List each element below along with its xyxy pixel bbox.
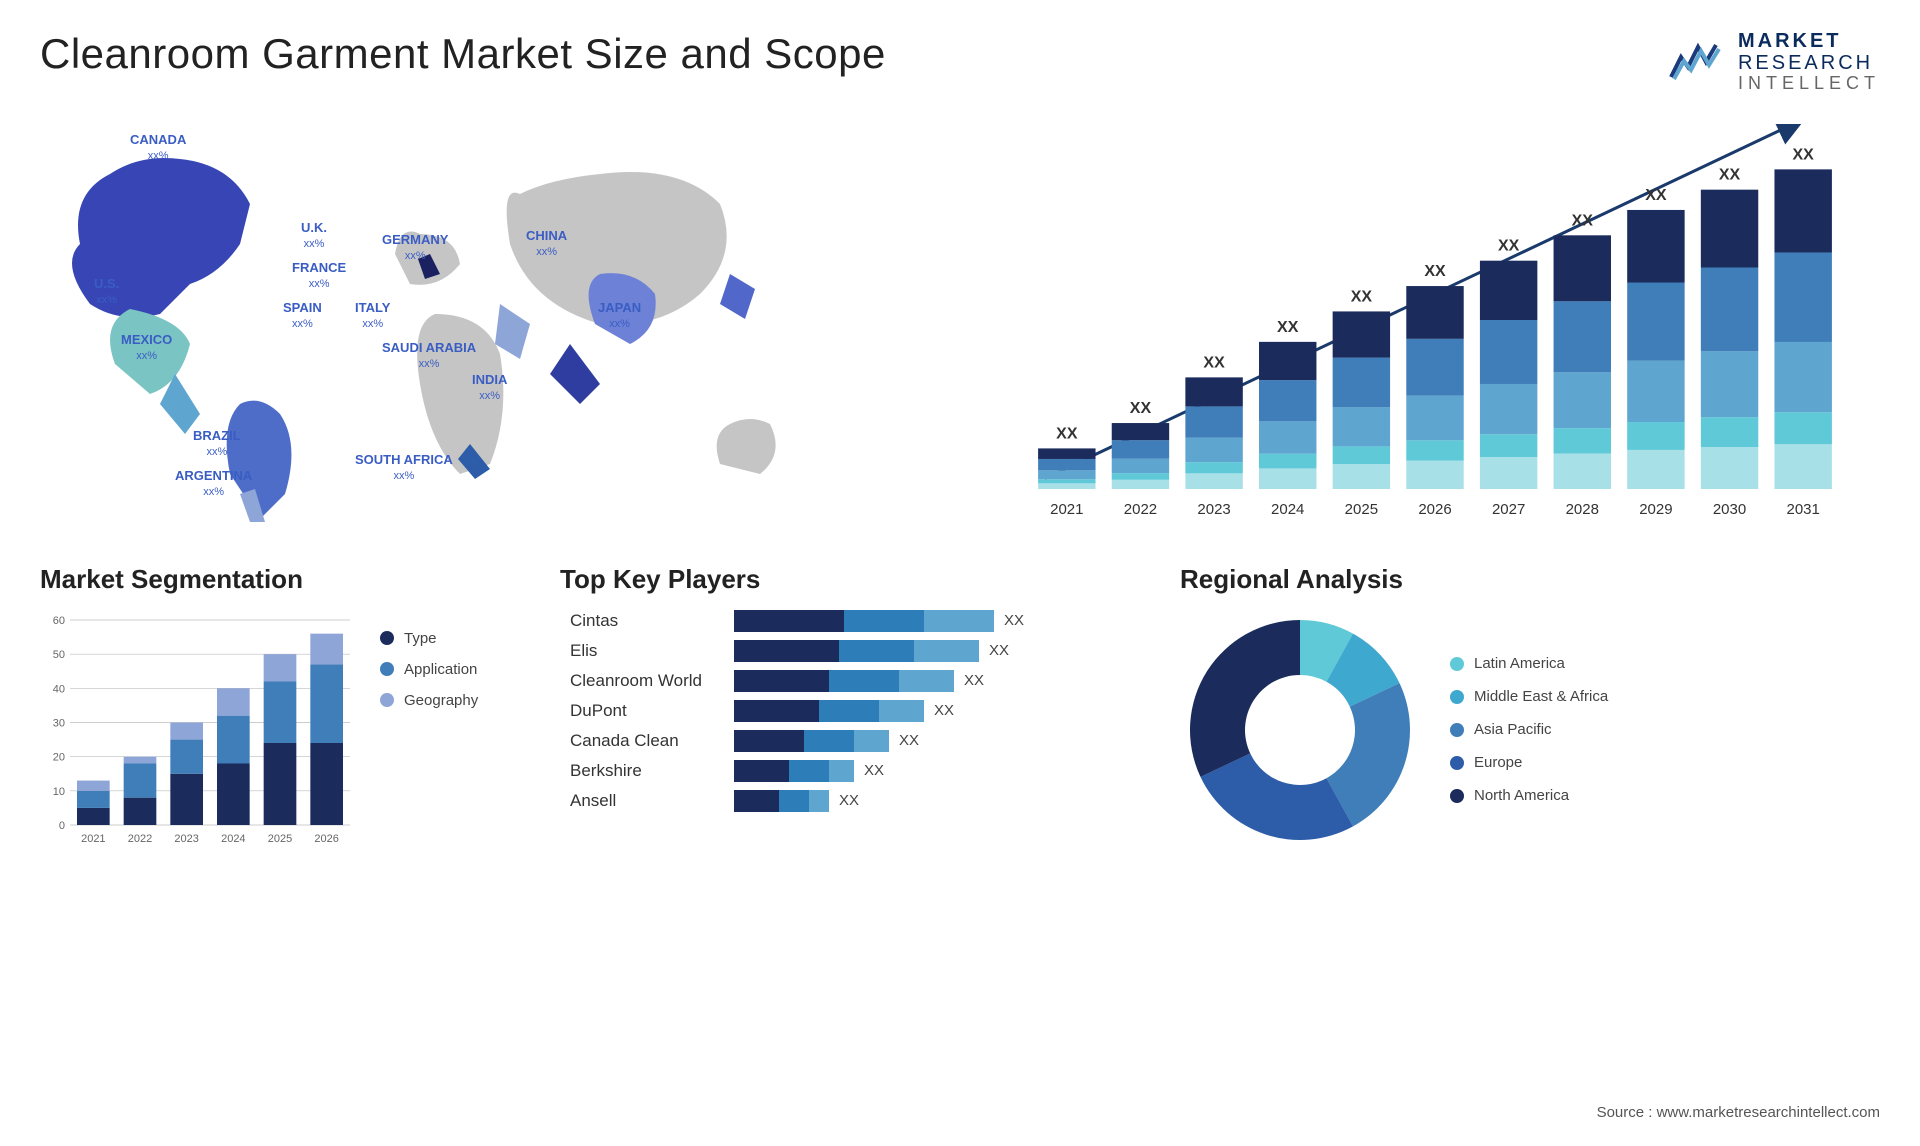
map-label-us: U.S.xx% [94, 276, 119, 308]
map-label-brazil: BRAZILxx% [193, 428, 241, 460]
svg-text:XX: XX [1351, 288, 1373, 305]
map-label-china: CHINAxx% [526, 228, 567, 260]
regional-donut [1180, 610, 1420, 850]
segmentation-title: Market Segmentation [40, 564, 520, 595]
map-label-japan: JAPANxx% [598, 300, 641, 332]
world-map: CANADAxx% U.S.xx%MEXICOxx% BRAZILxx% ARGENT… [40, 124, 940, 524]
svg-text:2027: 2027 [1492, 501, 1525, 518]
segmentation-section: Market Segmentation 0 10 20 30 40 50 60 2021 202… [40, 564, 520, 850]
svg-text:2026: 2026 [314, 833, 338, 845]
svg-text:2028: 2028 [1566, 501, 1599, 518]
seg-legend-geography: Geography [380, 692, 478, 709]
svg-text:2031: 2031 [1786, 501, 1819, 518]
svg-text:XX: XX [1056, 425, 1078, 442]
svg-text:XX: XX [1424, 263, 1446, 280]
segmentation-legend: Type Application Geography [380, 610, 478, 850]
player-row-ansell: Ansell XX [570, 790, 1140, 812]
svg-text:2021: 2021 [81, 833, 105, 845]
logo-text-1: MARKET [1738, 30, 1880, 52]
svg-text:2023: 2023 [1197, 501, 1230, 518]
svg-text:2022: 2022 [1124, 501, 1157, 518]
players-title: Top Key Players [560, 564, 1140, 595]
players-section: Top Key Players Cintas XX Elis XX Cleanr… [560, 564, 1140, 850]
svg-text:10: 10 [53, 786, 65, 798]
svg-text:2029: 2029 [1639, 501, 1672, 518]
forecast-chart-svg: XX 2021 XX 2022 XX 2023 XX 2024 XX 2025 XX 2026 XX 20… [980, 124, 1880, 524]
brand-logo: MARKET RESEARCH INTELLECT [1666, 30, 1880, 94]
regional-section: Regional Analysis Latin America Middle Ea… [1180, 564, 1780, 850]
svg-text:20: 20 [53, 751, 65, 763]
regional-legend-middleeastafrica: Middle East & Africa [1450, 688, 1608, 705]
map-label-germany: GERMANYxx% [382, 232, 448, 264]
svg-text:2024: 2024 [221, 833, 245, 845]
map-label-canada: CANADAxx% [130, 132, 186, 164]
logo-icon [1666, 37, 1726, 87]
svg-text:2025: 2025 [268, 833, 292, 845]
map-label-france: FRANCExx% [292, 260, 346, 292]
seg-legend-type: Type [380, 630, 478, 647]
players-list: Cintas XX Elis XX Cleanroom World XX DuP… [560, 610, 1140, 812]
svg-text:60: 60 [53, 615, 65, 627]
svg-text:0: 0 [59, 820, 65, 832]
player-row-cintas: Cintas XX [570, 610, 1140, 632]
world-map-svg [40, 124, 940, 524]
source-text: Source : www.marketresearchintellect.com [1597, 1104, 1880, 1121]
svg-text:XX: XX [1719, 166, 1741, 183]
forecast-chart: XX 2021 XX 2022 XX 2023 XX 2024 XX 2025 XX 2026 XX 20… [980, 124, 1880, 524]
regional-legend-northamerica: North America [1450, 787, 1608, 804]
svg-text:XX: XX [1203, 354, 1225, 371]
player-row-cleanroomworld: Cleanroom World XX [570, 670, 1140, 692]
seg-legend-application: Application [380, 661, 478, 678]
regional-legend: Latin America Middle East & Africa Asia Pa… [1450, 655, 1608, 804]
map-label-southafrica: SOUTH AFRICAxx% [355, 452, 453, 484]
segmentation-chart: 0 10 20 30 40 50 60 2021 2022 2023 2024 2025 2026 [40, 610, 360, 850]
svg-text:40: 40 [53, 683, 65, 695]
map-label-uk: U.K.xx% [301, 220, 327, 252]
svg-text:XX: XX [1277, 319, 1299, 336]
svg-text:50: 50 [53, 649, 65, 661]
player-row-elis: Elis XX [570, 640, 1140, 662]
svg-text:2030: 2030 [1713, 501, 1746, 518]
map-label-italy: ITALYxx% [355, 300, 390, 332]
svg-text:2022: 2022 [128, 833, 152, 845]
svg-text:30: 30 [53, 717, 65, 729]
player-row-berkshire: Berkshire XX [570, 760, 1140, 782]
map-label-saudiarabia: SAUDI ARABIAxx% [382, 340, 476, 372]
regional-legend-asiapacific: Asia Pacific [1450, 721, 1608, 738]
player-row-canadaclean: Canada Clean XX [570, 730, 1140, 752]
svg-text:XX: XX [1130, 400, 1152, 417]
page-title: Cleanroom Garment Market Size and Scope [40, 30, 886, 78]
svg-text:2024: 2024 [1271, 501, 1304, 518]
regional-legend-europe: Europe [1450, 754, 1608, 771]
map-label-mexico: MEXICOxx% [121, 332, 172, 364]
svg-text:XX: XX [1645, 187, 1667, 204]
player-row-dupont: DuPont XX [570, 700, 1140, 722]
map-label-spain: SPAINxx% [283, 300, 322, 332]
svg-text:2023: 2023 [174, 833, 198, 845]
regional-legend-latinamerica: Latin America [1450, 655, 1608, 672]
logo-text-2: RESEARCH [1738, 52, 1880, 74]
svg-text:XX: XX [1572, 212, 1594, 229]
svg-text:XX: XX [1793, 146, 1815, 163]
regional-title: Regional Analysis [1180, 564, 1780, 595]
svg-text:2026: 2026 [1418, 501, 1451, 518]
map-label-argentina: ARGENTINAxx% [175, 468, 252, 500]
svg-text:XX: XX [1498, 237, 1520, 254]
svg-text:2021: 2021 [1050, 501, 1083, 518]
logo-text-3: INTELLECT [1738, 74, 1880, 94]
map-label-india: INDIAxx% [472, 372, 507, 404]
svg-text:2025: 2025 [1345, 501, 1378, 518]
